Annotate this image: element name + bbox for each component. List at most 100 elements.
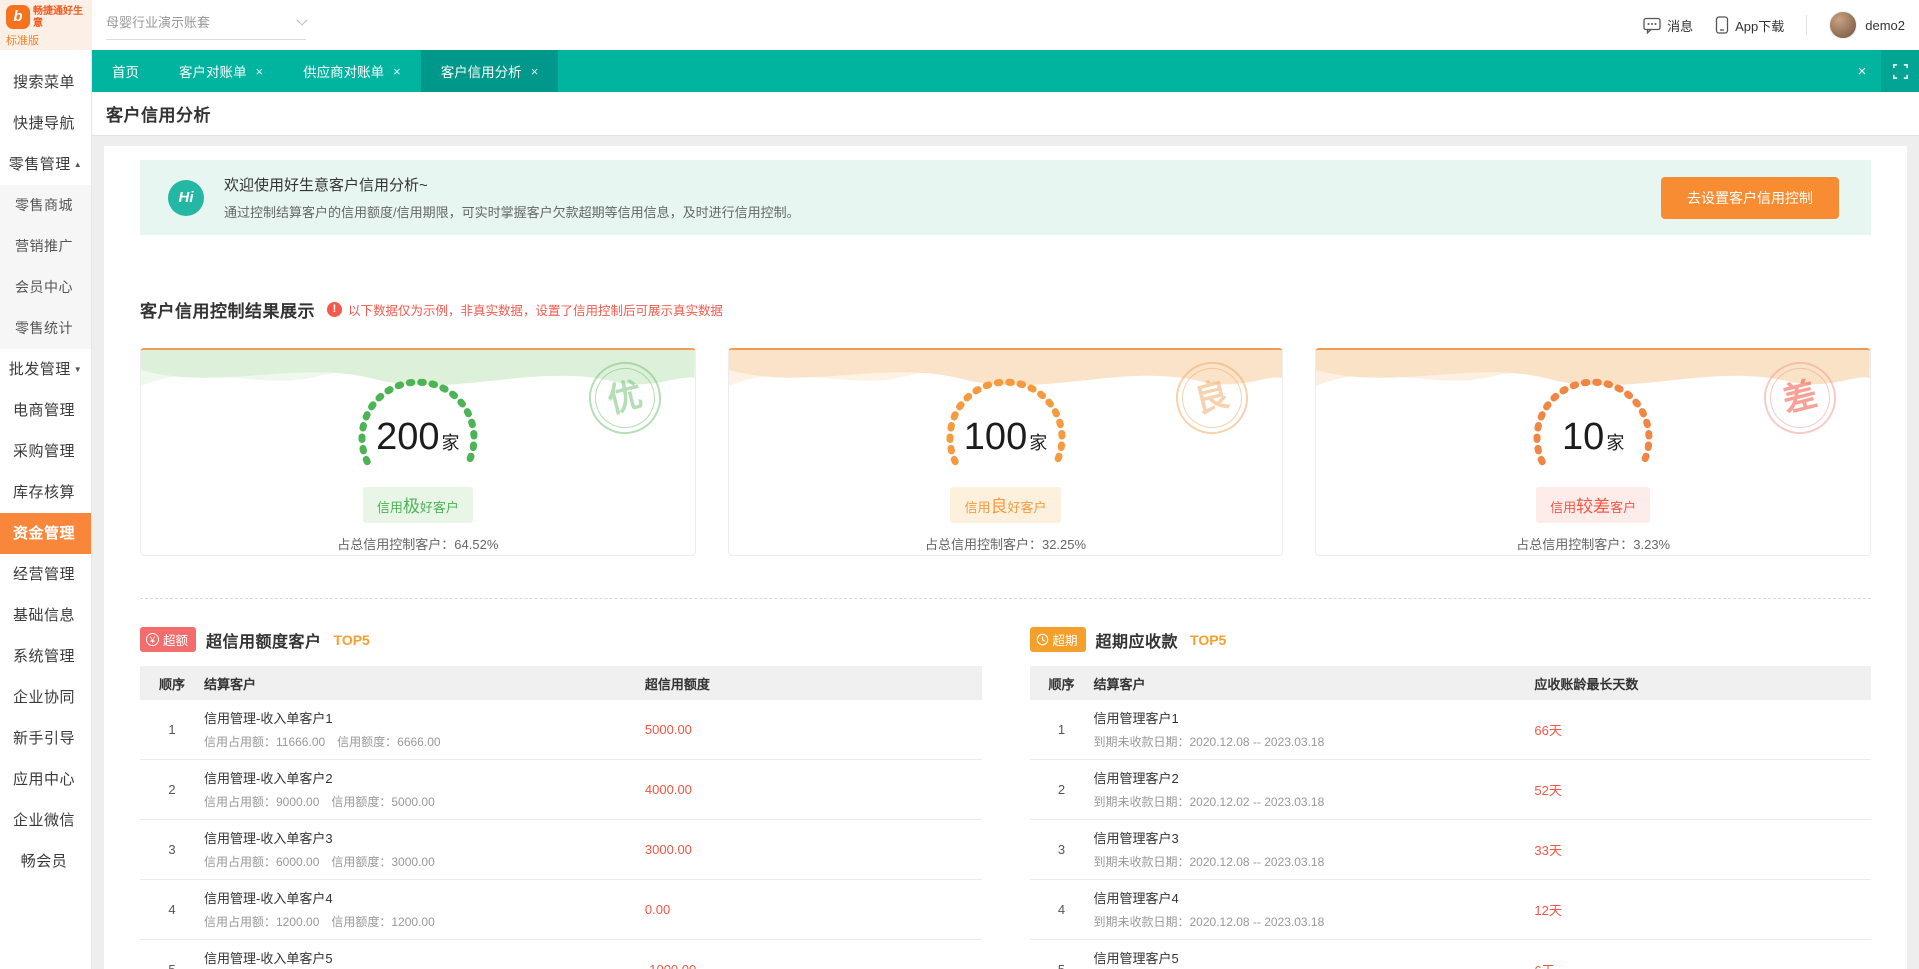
row-index: 3 (168, 841, 176, 857)
sidebar-item[interactable]: 电商管理 (0, 390, 91, 431)
row-index: 5 (168, 961, 176, 969)
tab-label: 客户对账单 (179, 65, 247, 80)
sidebar-item-label: 应用中心 (12, 771, 75, 788)
credit-summary-card: 100 家 信用良好客户 占总信用控制客户：32.25% 良 (727, 348, 1284, 556)
sidebar-item[interactable]: 批发管理 ▼ (0, 349, 91, 390)
row-index: 1 (168, 721, 176, 737)
sidebar-item-label: 搜索菜单 (12, 74, 75, 91)
credit-level-badge: 信用较差客户 (1536, 487, 1651, 523)
over-credit-limit-table: ¥ 超额 超信用额度客户 TOP5 顺序 结算客户 超信用额度 (140, 627, 982, 969)
yen-icon: ¥ (146, 633, 159, 646)
sidebar-item[interactable]: 系统管理 (0, 636, 91, 677)
sidebar-item[interactable]: 会员中心 (0, 267, 91, 308)
fullscreen-button[interactable] (1881, 50, 1919, 92)
sidebar-item[interactable]: 搜索菜单 (0, 62, 91, 103)
credit-summary-card: 200 家 信用极好客户 占总信用控制客户：64.52% 优 (140, 348, 696, 556)
username: demo2 (1865, 17, 1905, 33)
fullscreen-icon (1892, 63, 1908, 79)
table-row: 4 信用管理客户4 到期未收款日期：2020.12.08 -- 2023.03.… (1029, 880, 1871, 940)
sidebar-item[interactable]: 资金管理 (0, 513, 91, 554)
table-row: 5 信用管理客户5 到期未收款日期：2020.12.08 -- 2023.03.… (1030, 940, 1872, 969)
section-title: 客户信用控制结果展示 (140, 302, 315, 321)
table-header: 顺序 结算客户 超信用额度 (140, 666, 982, 700)
tab-bar: 首页 客户对账单 × 供应商对账单 × 客户信用分析 × × (92, 50, 1919, 92)
overdue-days: 12天 (1534, 902, 1562, 918)
customer-name: 信用管理客户4 (1093, 891, 1179, 906)
sidebar-item[interactable]: 应用中心 (0, 759, 91, 800)
sidebar-item[interactable]: 企业微信 (0, 800, 91, 841)
tab[interactable]: 客户信用分析 × (420, 50, 559, 92)
main-area: 客户信用分析 Hi 欢迎使用好生意客户信用分析~ 通过控制结算客户的信用额度/信… (92, 92, 1919, 969)
user-menu[interactable]: demo2 (1829, 11, 1905, 39)
credit-detail: 信用占用额：1200.00 信用额度：1200.00 (204, 915, 435, 929)
sidebar-item[interactable]: 营销推广 (0, 226, 91, 267)
sidebar-item[interactable]: 快捷导航 (0, 103, 91, 144)
tab-close-icon[interactable]: × (393, 63, 401, 79)
setup-credit-control-button[interactable]: 去设置客户信用控制 (1661, 176, 1839, 219)
tab[interactable]: 客户对账单 × (159, 50, 283, 92)
sidebar-item[interactable]: 畅会员 (0, 841, 91, 882)
wave-decoration (1316, 350, 1871, 386)
tab[interactable]: 供应商对账单 × (283, 50, 421, 92)
table-title: 超信用额度客户 (206, 633, 322, 651)
brand-rabbit-icon: b (6, 5, 30, 29)
divider (140, 598, 1871, 599)
sidebar-item[interactable]: 企业协同 (0, 677, 91, 718)
sidebar-item-label: 快捷导航 (12, 115, 75, 132)
over-credit-amount: 5000.00 (644, 721, 692, 737)
message-bubble-icon (1643, 17, 1661, 34)
tab-close-icon[interactable]: × (255, 63, 264, 79)
chevron-down-icon (296, 13, 308, 26)
customer-count: 100 (963, 416, 1028, 458)
app-logo[interactable]: b 畅捷通好生意 标准版 (0, 0, 92, 50)
overdue-days: 6天 (1534, 960, 1871, 969)
sidebar-item-label: 新手引导 (12, 730, 75, 747)
sidebar-item-label: 系统管理 (12, 648, 75, 665)
row-index: 2 (1057, 781, 1066, 797)
gauge: 10 家 (1508, 376, 1678, 491)
close-all-tabs-button[interactable]: × (1843, 50, 1881, 92)
over-limit-badge: ¥ 超额 (140, 627, 197, 652)
customer-name: 信用管理-收入单客户1 (204, 711, 333, 726)
table-row: 2 信用管理-收入单客户2 信用占用额：9000.00 信用额度：5000.00… (140, 760, 982, 820)
sidebar-nav: 搜索菜单 快捷导航 零售管理 ▲ 零售商城 营销推广 会员中心 零售统计 批发管理… (0, 50, 92, 969)
page-title-bar: 客户信用分析 (92, 92, 1919, 136)
sidebar-item[interactable]: 库存核算 (0, 472, 91, 513)
customer-name: 信用管理客户5 (1093, 951, 1179, 966)
sidebar-item[interactable]: 采购管理 (0, 431, 91, 472)
sidebar-item[interactable]: 基础信息 (0, 595, 91, 636)
messages-button[interactable]: 消息 (1643, 16, 1693, 35)
table-row: 5 信用管理-收入单客户5 信用占用额：0.00 信用额度：1000.00 -1… (140, 940, 982, 969)
tab-close-icon[interactable]: × (530, 63, 539, 79)
content-card: Hi 欢迎使用好生意客户信用分析~ 通过控制结算客户的信用额度/信用期限，可实时… (104, 146, 1907, 969)
customer-name: 信用管理-收入单客户2 (204, 771, 333, 786)
sidebar-item-label: 经营管理 (12, 566, 75, 583)
sidebar-item[interactable]: 零售统计 (0, 308, 91, 349)
banner-title: 欢迎使用好生意客户信用分析~ (224, 177, 428, 194)
customer-count: 10 (1562, 416, 1605, 458)
tab[interactable]: 首页 (92, 50, 159, 92)
sidebar-item[interactable]: 经营管理 (0, 554, 91, 595)
overdue-days: 52天 (1534, 782, 1562, 798)
sidebar-item-label: 批发管理 (8, 361, 71, 378)
sidebar-item-label: 营销推广 (15, 238, 73, 254)
app-download-button[interactable]: App下载 (1715, 16, 1784, 35)
count-unit: 家 (441, 433, 460, 453)
table-header: 顺序 结算客户 应收账龄最长天数 (1029, 666, 1871, 700)
account-set-select[interactable]: 母婴行业演示账套 (106, 12, 308, 40)
customer-name: 信用管理客户3 (1093, 831, 1179, 846)
overdue-badge: 超期 (1029, 627, 1086, 652)
messages-label: 消息 (1667, 18, 1694, 34)
credit-level-badge: 信用极好客户 (362, 487, 473, 523)
brand-edition: 标准版 (6, 35, 39, 47)
sidebar-item[interactable]: 零售商城 (0, 185, 91, 226)
brand-name: 畅捷通好生意 (33, 6, 83, 29)
top5-label: TOP5 (333, 631, 370, 648)
sidebar-item[interactable]: 零售管理 ▲ (0, 144, 91, 185)
table-row: 3 信用管理-收入单客户3 信用占用额：6000.00 信用额度：3000.00… (140, 820, 982, 880)
table-title: 超期应收款 (1095, 633, 1179, 651)
avatar (1829, 11, 1858, 39)
hi-icon: Hi (168, 179, 204, 216)
sidebar-item[interactable]: 新手引导 (0, 718, 91, 759)
count-unit: 家 (1606, 433, 1625, 453)
